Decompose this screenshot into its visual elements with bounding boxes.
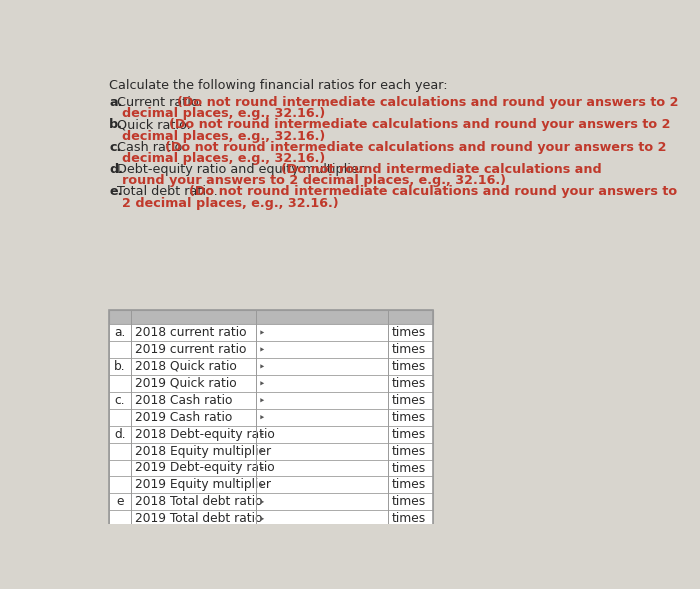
- Text: a.: a.: [114, 326, 126, 339]
- Text: 2019 Total debt ratio: 2019 Total debt ratio: [135, 512, 262, 525]
- Text: times: times: [392, 360, 426, 373]
- Text: Quick ratio.: Quick ratio.: [117, 118, 195, 131]
- Text: Current ratio.: Current ratio.: [117, 96, 206, 109]
- Text: (Do not round intermediate calculations and round your answers to 2: (Do not round intermediate calculations …: [164, 141, 666, 154]
- Text: d.: d.: [114, 428, 126, 441]
- Text: 2019 Quick ratio: 2019 Quick ratio: [135, 377, 237, 390]
- Text: times: times: [392, 512, 426, 525]
- Text: (Do not round intermediate calculations and round your answers to 2: (Do not round intermediate calculations …: [177, 96, 678, 109]
- Bar: [109, 310, 433, 324]
- Text: c.: c.: [115, 393, 125, 407]
- Text: (Do not round intermediate calculations and: (Do not round intermediate calculations …: [281, 163, 601, 176]
- Text: times: times: [392, 343, 426, 356]
- Text: 2018 Equity multiplier: 2018 Equity multiplier: [135, 445, 271, 458]
- Bar: [109, 375, 433, 392]
- Text: a.: a.: [109, 96, 122, 109]
- Text: times: times: [392, 495, 426, 508]
- Text: times: times: [392, 428, 426, 441]
- Text: 2018 current ratio: 2018 current ratio: [135, 326, 246, 339]
- Text: times: times: [392, 411, 426, 423]
- Text: c.: c.: [109, 141, 122, 154]
- Bar: [109, 310, 433, 527]
- Polygon shape: [260, 466, 264, 470]
- Polygon shape: [260, 348, 264, 352]
- Polygon shape: [260, 517, 264, 521]
- Text: 2019 Equity multiplier: 2019 Equity multiplier: [135, 478, 271, 491]
- Polygon shape: [260, 330, 264, 335]
- Bar: [109, 442, 433, 459]
- Text: decimal places, e.g., 32.16.): decimal places, e.g., 32.16.): [122, 107, 325, 120]
- Text: (Do not round intermediate calculations and round your answers to 2: (Do not round intermediate calculations …: [169, 118, 671, 131]
- Bar: [109, 358, 433, 375]
- Bar: [109, 477, 433, 494]
- Text: Total debt ratio.: Total debt ratio.: [117, 186, 222, 198]
- Text: Debt-equity ratio and equity multiplier.: Debt-equity ratio and equity multiplier.: [117, 163, 371, 176]
- Polygon shape: [260, 398, 264, 402]
- Bar: [109, 341, 433, 358]
- Bar: [109, 392, 433, 409]
- Polygon shape: [260, 499, 264, 504]
- Polygon shape: [260, 364, 264, 369]
- Bar: [109, 426, 433, 442]
- Text: 2018 Quick ratio: 2018 Quick ratio: [135, 360, 237, 373]
- Text: times: times: [392, 393, 426, 407]
- Text: 2018 Debt-equity ratio: 2018 Debt-equity ratio: [135, 428, 274, 441]
- Bar: [109, 494, 433, 510]
- Text: b.: b.: [114, 360, 126, 373]
- Polygon shape: [260, 381, 264, 385]
- Text: times: times: [392, 326, 426, 339]
- Text: e: e: [116, 495, 124, 508]
- Text: times: times: [392, 478, 426, 491]
- Text: decimal places, e.g., 32.16.): decimal places, e.g., 32.16.): [122, 130, 325, 143]
- Bar: [109, 459, 433, 477]
- Text: e.: e.: [109, 186, 122, 198]
- Text: Calculate the following financial ratios for each year:: Calculate the following financial ratios…: [109, 79, 448, 92]
- Text: 2019 current ratio: 2019 current ratio: [135, 343, 246, 356]
- Polygon shape: [260, 449, 264, 453]
- Text: 2 decimal places, e.g., 32.16.): 2 decimal places, e.g., 32.16.): [122, 197, 338, 210]
- Polygon shape: [260, 432, 264, 436]
- Text: 2018 Cash ratio: 2018 Cash ratio: [135, 393, 232, 407]
- Text: Cash ratio.: Cash ratio.: [117, 141, 190, 154]
- Text: times: times: [392, 445, 426, 458]
- Text: times: times: [392, 377, 426, 390]
- Polygon shape: [260, 483, 264, 487]
- Bar: [109, 510, 433, 527]
- Bar: [109, 324, 433, 341]
- Text: 2018 Total debt ratio: 2018 Total debt ratio: [135, 495, 262, 508]
- Text: 2019 Debt-equity ratio: 2019 Debt-equity ratio: [135, 462, 274, 475]
- Bar: [109, 409, 433, 426]
- Text: decimal places, e.g., 32.16.): decimal places, e.g., 32.16.): [122, 152, 325, 165]
- Text: round your answers to 2 decimal places, e.g., 32.16.): round your answers to 2 decimal places, …: [122, 174, 505, 187]
- Text: 2019 Cash ratio: 2019 Cash ratio: [135, 411, 232, 423]
- Text: b.: b.: [109, 118, 123, 131]
- Polygon shape: [260, 415, 264, 419]
- Text: d.: d.: [109, 163, 123, 176]
- Text: times: times: [392, 462, 426, 475]
- Text: (Do not round intermediate calculations and round your answers to: (Do not round intermediate calculations …: [189, 186, 677, 198]
